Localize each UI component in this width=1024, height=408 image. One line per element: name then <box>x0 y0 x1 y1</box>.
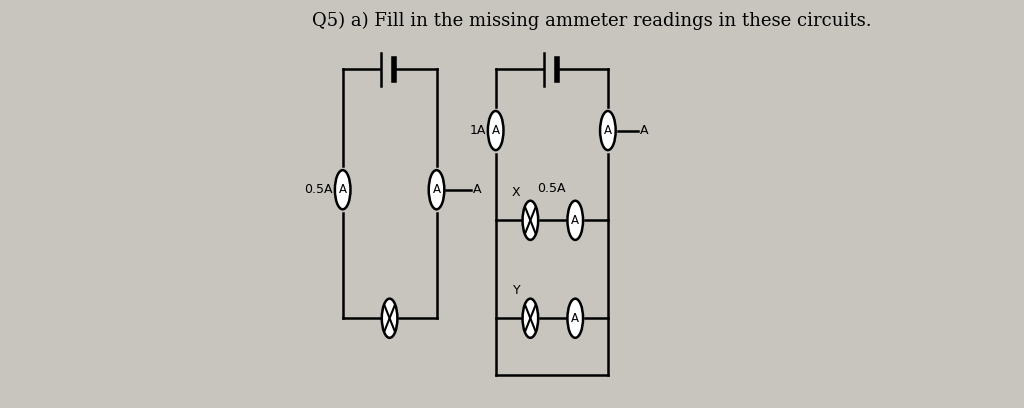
Ellipse shape <box>522 201 539 240</box>
Text: Q5) a) Fill in the missing ammeter readings in these circuits.: Q5) a) Fill in the missing ammeter readi… <box>312 12 871 31</box>
Text: A: A <box>604 124 612 137</box>
Ellipse shape <box>600 111 615 150</box>
Text: A: A <box>571 312 580 325</box>
Text: A: A <box>432 183 440 196</box>
Ellipse shape <box>335 170 350 209</box>
Ellipse shape <box>567 299 583 338</box>
Ellipse shape <box>382 299 397 338</box>
Text: Y: Y <box>513 284 520 297</box>
Ellipse shape <box>522 299 539 338</box>
Text: 1A: 1A <box>469 124 485 137</box>
Ellipse shape <box>429 170 444 209</box>
Text: A: A <box>473 183 481 196</box>
Text: A: A <box>492 124 500 137</box>
Text: A: A <box>571 214 580 227</box>
Text: X: X <box>512 186 520 199</box>
Ellipse shape <box>487 111 504 150</box>
Text: 0.5A: 0.5A <box>537 182 565 195</box>
Text: A: A <box>640 124 648 137</box>
Text: 0.5A: 0.5A <box>304 183 333 196</box>
Ellipse shape <box>567 201 583 240</box>
Text: A: A <box>339 183 347 196</box>
